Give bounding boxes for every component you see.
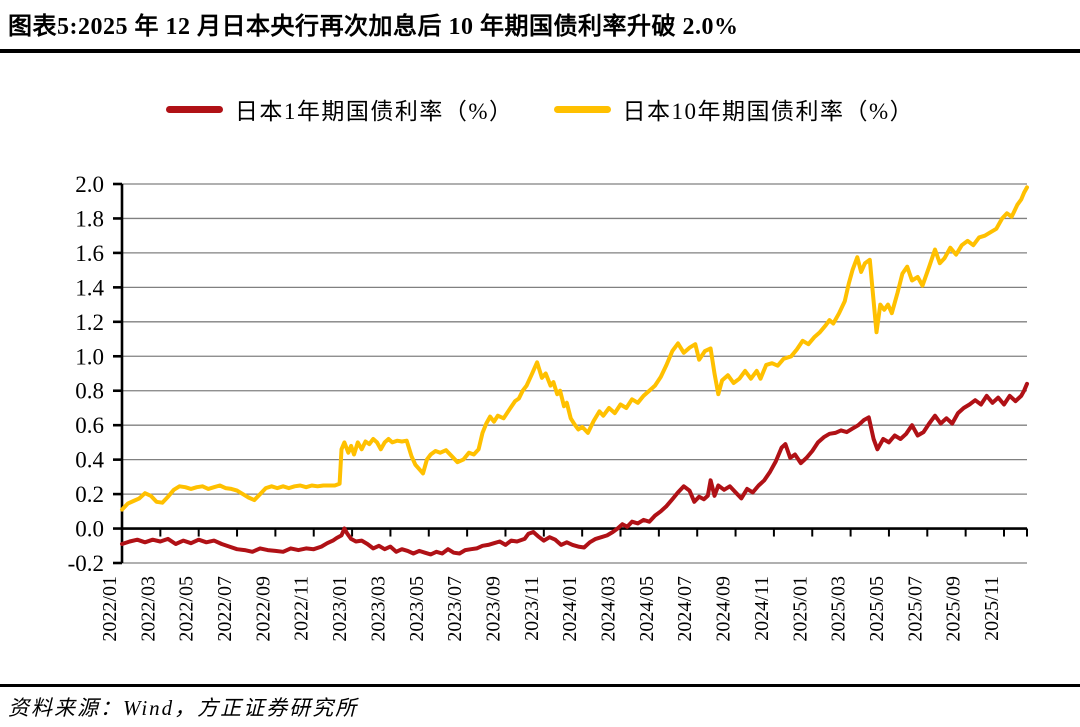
legend-label-10y: 日本10年期国债利率（%） <box>622 99 915 124</box>
x-tick-label: 2024/09 <box>713 576 735 642</box>
title-divider-line <box>0 49 1080 53</box>
x-tick-label: 2024/07 <box>674 576 696 642</box>
legend-label-1y: 日本1年期国债利率（%） <box>234 99 514 124</box>
y-tick-label: 1.8 <box>75 206 104 231</box>
legend-item-1y: 日本1年期国债利率（%） <box>165 92 514 126</box>
footer-divider-line <box>0 684 1080 687</box>
y-tick-label: 0.0 <box>75 517 104 542</box>
y-tick-label: 0.6 <box>75 413 104 438</box>
chart-title: 图表5:2025 年 12 月日本央行再次加息后 10 年期国债利率升破 2.0… <box>8 14 739 40</box>
y-tick-label: 0.8 <box>75 379 104 404</box>
y-tick-label: 0.4 <box>75 448 104 473</box>
y-tick-label: 0.2 <box>75 482 104 507</box>
y-tick-label: -0.2 <box>68 551 104 576</box>
x-tick-label: 2024/05 <box>636 576 658 642</box>
y-tick-label: 1.0 <box>75 344 104 369</box>
x-tick-label: 2023/03 <box>367 576 389 642</box>
x-tick-label: 2025/09 <box>943 576 965 642</box>
y-tick-label: 2.0 <box>75 172 104 197</box>
x-tick-label: 2023/01 <box>329 576 351 642</box>
series-line-jp10y <box>120 185 1029 512</box>
x-tick-label: 2022/05 <box>176 576 198 642</box>
x-tick-label: 2025/01 <box>789 576 811 642</box>
x-tick-label: 2022/03 <box>137 576 159 642</box>
x-tick-label: 2025/03 <box>828 576 850 642</box>
x-tick-label: 2022/01 <box>99 576 121 642</box>
legend-item-10y: 日本10年期国债利率（%） <box>553 92 915 126</box>
x-tick-label: 2022/09 <box>252 576 274 642</box>
legend-swatch-10y <box>553 105 611 113</box>
series-line-jp1y <box>120 381 1029 557</box>
x-tick-label: 2025/07 <box>904 576 926 642</box>
y-tick-label: 1.4 <box>75 275 104 300</box>
y-tick-label: 1.6 <box>75 241 104 266</box>
x-tick-label: 2025/11 <box>981 576 1003 641</box>
x-tick-label: 2023/11 <box>521 576 543 641</box>
x-tick-label: 2025/05 <box>866 576 888 642</box>
x-tick-label: 2024/01 <box>559 576 581 642</box>
x-tick-label: 2022/11 <box>291 576 313 641</box>
chart-legend: 日本1年期国债利率（%） 日本10年期国债利率（%） <box>0 92 1080 126</box>
y-tick-label: 1.2 <box>75 310 104 335</box>
source-note: 资料来源：Wind，方正证券研究所 <box>8 696 359 720</box>
x-tick-label: 2023/09 <box>482 576 504 642</box>
x-tick-label: 2023/07 <box>444 576 466 642</box>
x-tick-label: 2023/05 <box>406 576 428 642</box>
x-tick-label: 2024/03 <box>598 576 620 642</box>
x-tick-label: 2024/11 <box>751 576 773 641</box>
x-tick-label: 2022/07 <box>214 576 236 642</box>
legend-swatch-1y <box>165 105 223 113</box>
